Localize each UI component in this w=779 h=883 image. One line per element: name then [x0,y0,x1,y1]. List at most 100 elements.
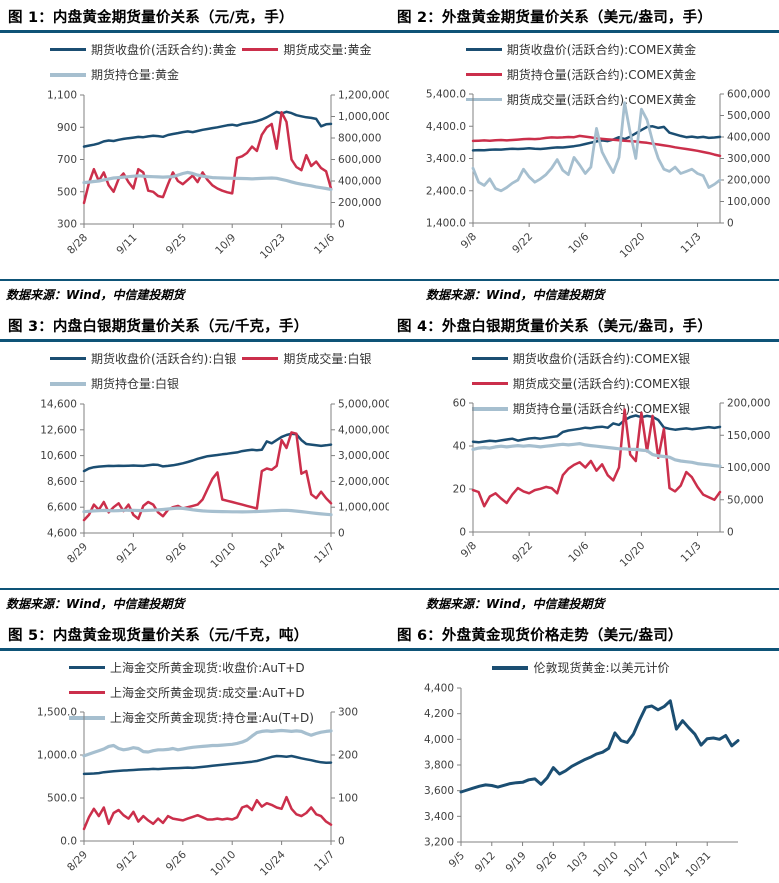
svg-text:4,400.0: 4,400.0 [426,121,466,133]
svg-text:500.0: 500.0 [47,793,77,805]
svg-text:10/20: 10/20 [618,540,648,570]
svg-text:9/12: 9/12 [114,541,139,566]
svg-text:1,000,000: 1,000,000 [338,502,389,514]
chart-canvas: 4,600 6,600 8,600 10,600 12,600 14,600 0 1,000,… [40,399,389,571]
svg-text:3,800: 3,800 [424,760,454,772]
svg-text:10/24: 10/24 [258,848,288,878]
legend-label: 期货收盘价(活跃合约):白银 [91,352,237,366]
svg-text:9/26: 9/26 [534,849,559,874]
svg-text:6,600: 6,600 [47,502,77,514]
svg-text:60: 60 [453,398,466,410]
legend-label: 伦敦现货黄金:以美元计价 [533,661,670,675]
title-divider [0,30,779,33]
legend-entry: 上海金交所黄金现货:持仓量:Au(T+D) [69,705,314,730]
svg-text:3,600: 3,600 [424,785,454,797]
svg-text:8,600: 8,600 [47,476,77,488]
svg-text:10,600: 10,600 [40,450,77,462]
svg-text:20: 20 [453,484,466,496]
svg-text:2,000,000: 2,000,000 [338,476,389,488]
svg-text:600,000: 600,000 [338,154,381,166]
legend-entry: 上海金交所黄金现货:收盘价:AuT+D [69,655,305,680]
svg-text:10/20: 10/20 [618,231,648,261]
charts-row: 上海金交所黄金现货:收盘价:AuT+D 上海金交所黄金现货:成交量:AuT+D 上海… [0,651,779,883]
svg-text:200,000: 200,000 [727,398,770,410]
svg-text:200: 200 [338,750,358,762]
svg-text:150,000: 150,000 [727,430,770,442]
legend-line-swatch [465,73,502,76]
svg-text:9/5: 9/5 [447,850,467,870]
legend-entry: 期货收盘价(活跃合约):COMEX银 [471,346,691,371]
svg-text:0: 0 [338,836,345,848]
charts-row: 期货收盘价(活跃合约):黄金 期货成交量:黄金 期货持仓量:黄金 300 500 700… [0,33,779,278]
figure-1-title: 图 1：内盘黄金期货量价关系（元/克，手） [8,10,294,26]
legend-label: 期货成交量(活跃合约):COMEX银 [512,377,691,391]
source-note: 数据来源：Wind，中信建投期货 [6,597,185,611]
svg-text:9/26: 9/26 [164,540,189,565]
svg-text:4,000: 4,000 [424,734,454,746]
chart-figure-3: 期货收盘价(活跃合约):白银 期货成交量:白银 期货持仓量:白银 4,600 6,60… [0,346,389,587]
chart-legend: 期货收盘价(活跃合约):黄金 期货成交量:黄金 期货持仓量:黄金 [0,37,389,87]
svg-text:9/12: 9/12 [473,850,498,875]
svg-text:11/7: 11/7 [312,849,337,874]
svg-text:4,000,000: 4,000,000 [338,424,389,436]
svg-text:100,000: 100,000 [727,196,770,208]
chart-canvas: 0.0 500.0 1,000.0 1,500.0 0 100 200 300 8/29 9/12… [37,707,358,879]
legend-label: 期货收盘价(活跃合约):COMEX黄金 [506,43,697,57]
svg-text:11/3: 11/3 [678,231,703,256]
legend-entry: 期货成交量(活跃合约):COMEX银 [471,371,691,396]
legend-line-swatch [465,98,502,101]
svg-text:0: 0 [727,218,734,230]
chart-legend: 期货收盘价(活跃合约):COMEX银 期货成交量(活跃合约):COMEX银 期货持仓… [471,346,696,421]
titles-row: 图 3：内盘白银期货量价关系（元/千克，手） 图 4：外盘白银期货量价关系（美元… [0,311,779,339]
legend-line-swatch [492,665,529,670]
svg-text:0: 0 [727,527,734,539]
legend-label: 上海金交所黄金现货:持仓量:Au(T+D) [110,711,314,725]
footer-divider [0,588,779,590]
legend-line-swatch [471,382,508,385]
svg-text:100,000: 100,000 [727,462,770,474]
figure-2-title: 图 2：外盘黄金期货量价关系（美元/盎司，手） [397,10,713,26]
svg-text:300: 300 [338,707,358,719]
chart-legend: 期货收盘价(活跃合约):COMEX黄金 期货持仓量(活跃合约):COMEX黄金 期货… [465,37,702,112]
svg-text:700: 700 [57,154,77,166]
legend-line-swatch [242,48,279,51]
titles-row: 图 1：内盘黄金期货量价关系（元/克，手） 图 2：外盘黄金期货量价关系（美元/… [0,2,779,30]
svg-text:14,600: 14,600 [40,399,77,411]
legend-entry: 期货成交量:白银 [242,346,371,371]
svg-text:1,200,000: 1,200,000 [338,90,389,102]
source-note: 数据来源：Wind，中信建投期货 [426,597,605,611]
svg-text:11/6: 11/6 [312,231,337,256]
legend-label: 期货持仓量(活跃合约):COMEX银 [512,402,691,416]
titles-row: 图 5：内盘黄金现货量价关系（元/千克，吨） 图 6：外盘黄金现货价格走势（美元… [0,620,779,648]
chart-canvas: 3,200 3,400 3,600 3,800 4,000 4,200 4,400 9/5 9/… [424,683,740,880]
legend-entry: 期货收盘价(活跃合约):COMEX黄金 [465,37,697,62]
chart-figure-1: 期货收盘价(活跃合约):黄金 期货成交量:黄金 期货持仓量:黄金 300 500 700… [0,37,389,278]
chart-figure-2: 期货收盘价(活跃合约):COMEX黄金 期货持仓量(活跃合约):COMEX黄金 期货… [389,37,779,278]
svg-text:9/19: 9/19 [504,850,529,875]
legend-line-swatch [50,357,86,360]
svg-text:9/22: 9/22 [510,231,535,256]
svg-text:400,000: 400,000 [727,132,770,144]
sources-row: 数据来源：Wind，中信建投期货 数据来源：Wind，中信建投期货 [0,281,779,309]
svg-text:1,400.0: 1,400.0 [426,218,466,230]
svg-text:1,000,000: 1,000,000 [338,111,389,123]
svg-text:800,000: 800,000 [338,133,381,145]
svg-text:11/3: 11/3 [678,540,703,565]
svg-text:3,200: 3,200 [424,837,454,849]
svg-text:10/24: 10/24 [653,849,683,879]
svg-text:0: 0 [459,527,466,539]
legend-label: 期货收盘价(活跃合约):COMEX银 [512,352,691,366]
svg-text:200,000: 200,000 [338,197,381,209]
legend-entry: 上海金交所黄金现货:成交量:AuT+D [69,680,305,705]
svg-text:10/6: 10/6 [566,539,591,564]
figure-6-title: 图 6：外盘黄金现货价格走势（美元/盎司） [397,628,683,644]
svg-text:9/26: 9/26 [164,848,189,873]
svg-text:600,000: 600,000 [727,89,770,101]
legend-label: 期货持仓量(活跃合约):COMEX黄金 [506,68,697,82]
svg-text:10/24: 10/24 [258,540,288,570]
svg-text:40: 40 [453,441,466,453]
legend-line-swatch [69,715,106,720]
legend-label: 期货成交量:黄金 [283,43,372,57]
svg-text:0.0: 0.0 [60,836,77,848]
svg-text:500,000: 500,000 [727,110,770,122]
